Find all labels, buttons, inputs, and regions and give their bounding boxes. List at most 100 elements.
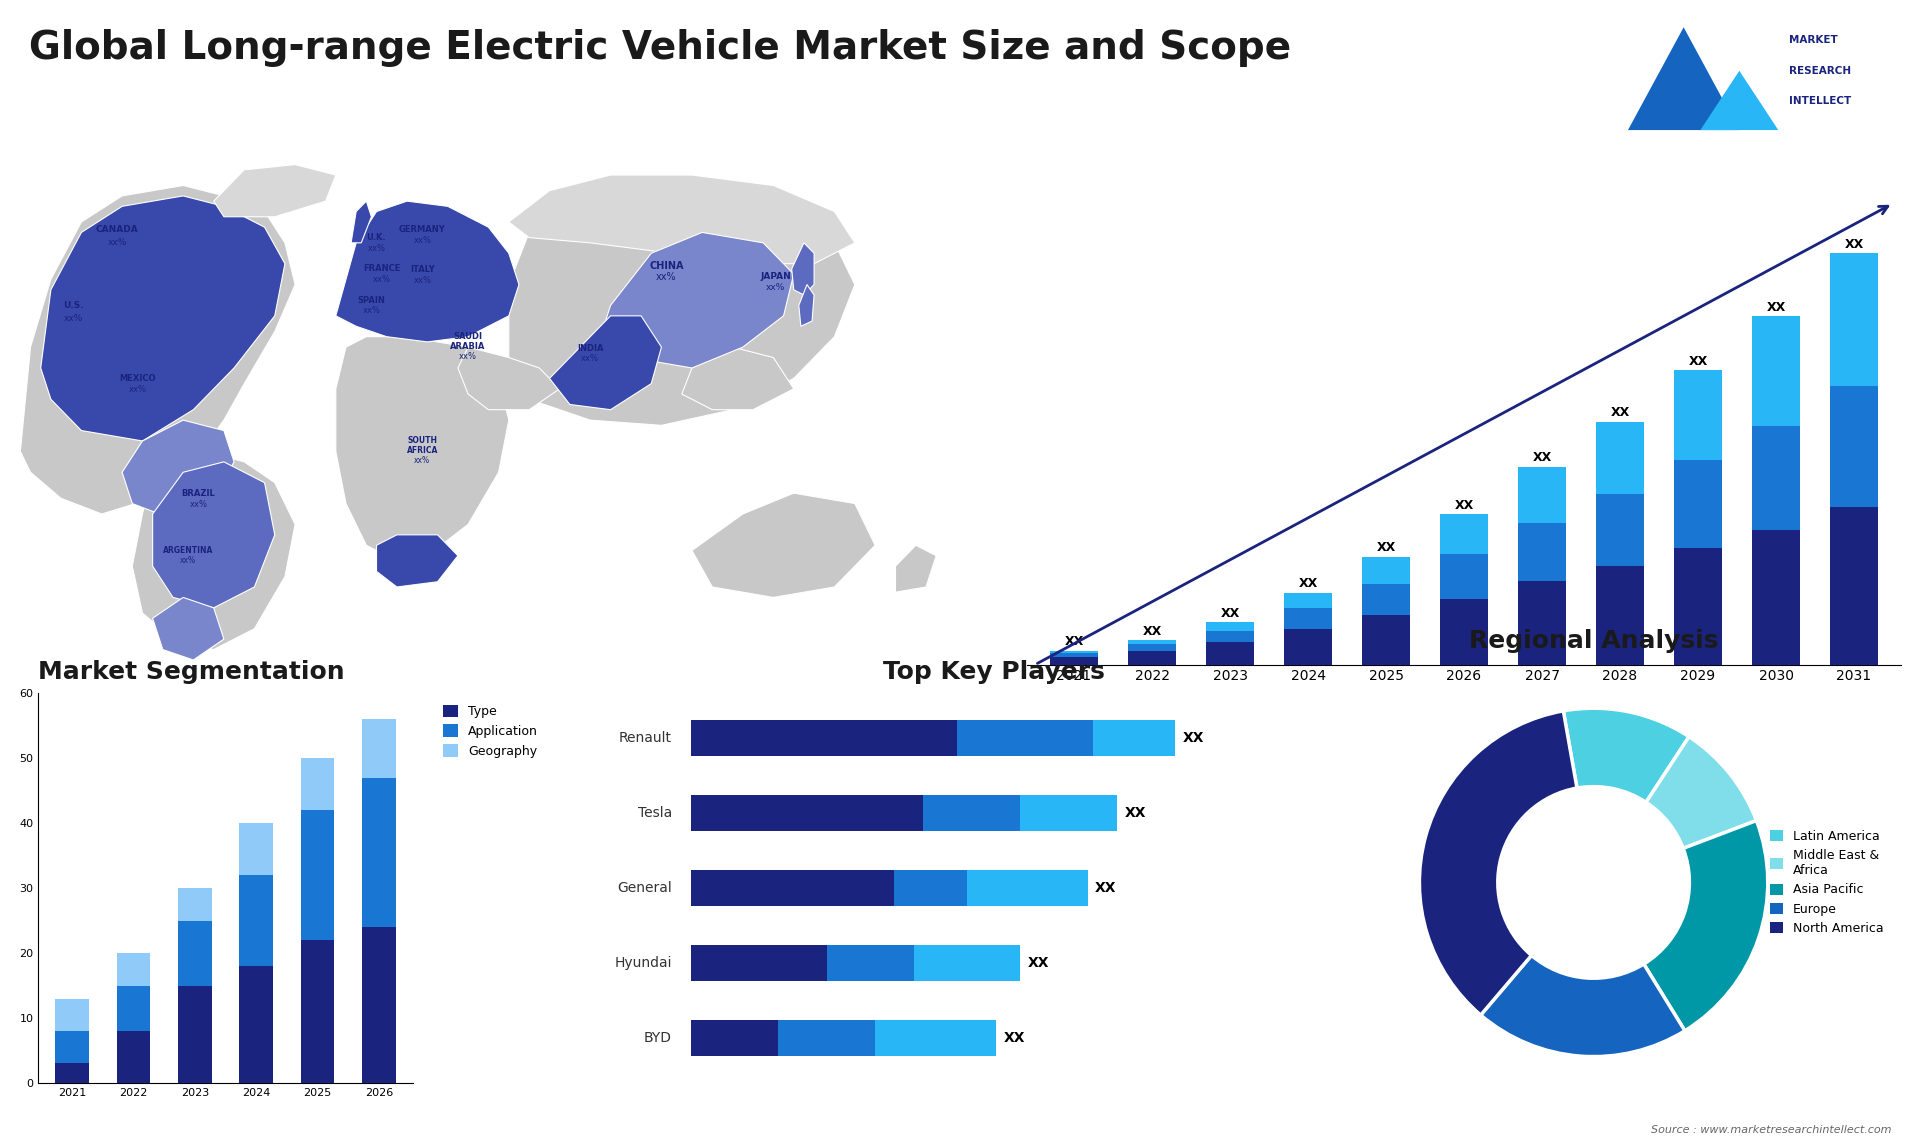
Bar (778, 1020, 876, 1055)
Text: FRANCE: FRANCE (363, 265, 399, 274)
Bar (691, 795, 924, 831)
Polygon shape (336, 337, 509, 560)
Text: ARGENTINA: ARGENTINA (163, 545, 213, 555)
Text: XX: XX (1532, 452, 1551, 464)
Bar (56, 1063, 88, 1083)
Wedge shape (1644, 821, 1768, 1030)
Text: Hyundai: Hyundai (614, 956, 672, 970)
Bar (1127, 639, 1177, 644)
Bar (1050, 653, 1098, 657)
Polygon shape (213, 165, 336, 217)
Bar (240, 823, 273, 876)
Polygon shape (21, 186, 296, 513)
Text: ARABIA: ARABIA (451, 342, 486, 351)
Bar (1596, 566, 1644, 665)
Bar (691, 870, 895, 906)
Polygon shape (549, 316, 660, 409)
Text: xx%: xx% (190, 500, 207, 509)
Text: XX: XX (1298, 578, 1317, 590)
Bar (117, 953, 150, 986)
Bar (301, 759, 334, 810)
Bar (1674, 548, 1722, 665)
Bar (1751, 316, 1801, 426)
Text: INTELLECT: INTELLECT (1789, 96, 1851, 107)
Bar (363, 778, 396, 927)
Polygon shape (376, 535, 459, 587)
Bar (1050, 657, 1098, 665)
Wedge shape (1419, 711, 1576, 1015)
Polygon shape (1701, 71, 1778, 131)
Text: XX: XX (1125, 807, 1146, 821)
Bar (1440, 513, 1488, 555)
Bar (1440, 555, 1488, 599)
Text: Global Long-range Electric Vehicle Market Size and Scope: Global Long-range Electric Vehicle Marke… (29, 29, 1290, 66)
Title: Top Key Players: Top Key Players (883, 660, 1104, 684)
Text: XX: XX (1142, 625, 1162, 637)
Bar (117, 986, 150, 1031)
Text: xx%: xx% (108, 238, 127, 248)
Bar (1596, 494, 1644, 566)
Bar (1092, 721, 1175, 756)
Text: U.K.: U.K. (367, 233, 386, 242)
Text: AFRICA: AFRICA (407, 446, 438, 455)
Text: XX: XX (1688, 354, 1707, 368)
Bar (691, 1020, 778, 1055)
Legend: Type, Application, Geography: Type, Application, Geography (438, 699, 543, 763)
Bar (179, 888, 211, 920)
Text: General: General (616, 881, 672, 895)
Text: BYD: BYD (643, 1031, 672, 1045)
Text: Source : www.marketresearchintellect.com: Source : www.marketresearchintellect.com (1651, 1124, 1891, 1135)
Text: xx%: xx% (129, 385, 146, 394)
Text: xx%: xx% (657, 272, 678, 282)
Text: xx%: xx% (367, 244, 386, 252)
Bar (876, 1020, 996, 1055)
Polygon shape (682, 347, 793, 409)
Polygon shape (152, 597, 225, 660)
Text: XX: XX (1611, 407, 1630, 419)
Text: CHINA: CHINA (649, 261, 684, 272)
Text: MARKET: MARKET (1789, 36, 1837, 46)
Bar (301, 810, 334, 940)
Text: xx%: xx% (459, 352, 476, 361)
Bar (1050, 651, 1098, 653)
Bar (1519, 581, 1567, 665)
Polygon shape (459, 347, 561, 409)
Polygon shape (336, 201, 518, 342)
Bar (1284, 609, 1332, 629)
Text: INDIA: INDIA (576, 344, 603, 353)
Title: Regional Analysis: Regional Analysis (1469, 629, 1718, 653)
Bar (301, 940, 334, 1083)
Bar (895, 870, 968, 906)
Polygon shape (509, 175, 854, 264)
Bar (363, 720, 396, 778)
Text: XX: XX (1064, 636, 1083, 649)
Bar (240, 876, 273, 966)
Bar (1127, 651, 1177, 665)
Text: CANADA: CANADA (96, 226, 138, 234)
Text: XX: XX (1027, 956, 1048, 970)
Wedge shape (1563, 708, 1690, 802)
Bar (1284, 629, 1332, 665)
Text: Renault: Renault (618, 731, 672, 745)
Text: xx%: xx% (372, 275, 390, 284)
Bar (56, 1031, 88, 1063)
Text: XX: XX (1094, 881, 1117, 895)
Bar (1751, 426, 1801, 529)
Polygon shape (691, 493, 876, 597)
Bar (1206, 642, 1254, 665)
Bar (958, 721, 1092, 756)
Bar (1361, 583, 1409, 615)
Text: MEXICO: MEXICO (119, 374, 156, 383)
Bar (1127, 644, 1177, 651)
Bar (1519, 466, 1567, 523)
Bar (1440, 599, 1488, 665)
Text: BRAZIL: BRAZIL (182, 488, 215, 497)
Bar (1751, 529, 1801, 665)
Bar (1674, 370, 1722, 460)
Text: GERMANY: GERMANY (399, 226, 445, 234)
Polygon shape (509, 186, 854, 425)
Bar (363, 927, 396, 1083)
Text: SPAIN: SPAIN (357, 296, 386, 305)
Text: SOUTH: SOUTH (407, 437, 438, 446)
Text: XX: XX (1221, 606, 1240, 620)
